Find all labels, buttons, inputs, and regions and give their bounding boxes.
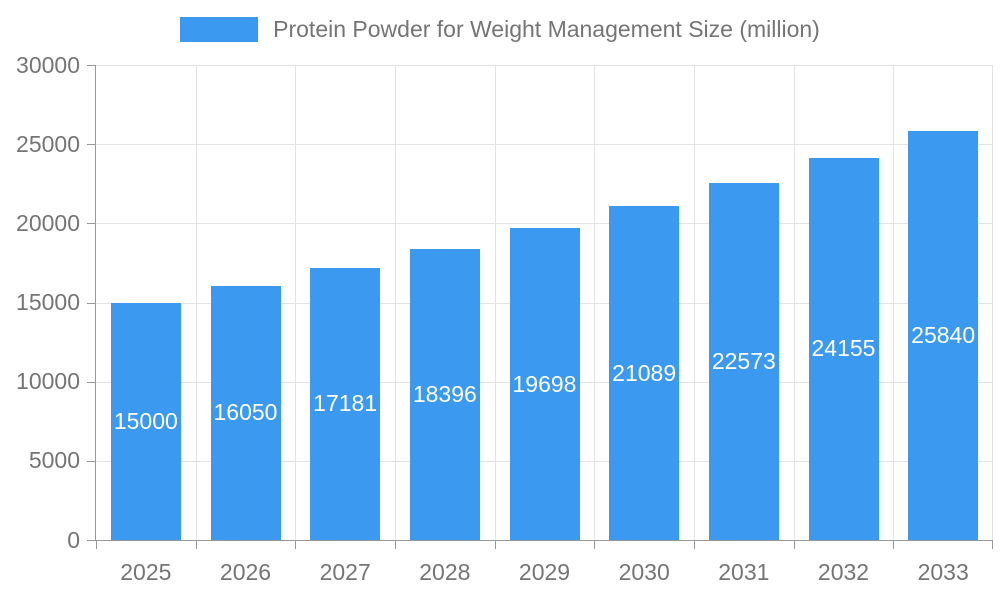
v-gridline: [494, 65, 496, 540]
bar-value-label: 18396: [412, 380, 477, 407]
v-gridline: [295, 65, 297, 540]
h-gridline: [96, 65, 993, 66]
x-axis-tick: [494, 540, 496, 549]
x-axis-category-label: 2032: [817, 559, 870, 585]
v-gridline: [694, 65, 695, 540]
y-axis-tick-label: 5000: [28, 447, 80, 474]
h-gridline: [96, 144, 993, 146]
v-gridline: [395, 65, 396, 540]
x-axis-category-label: 2027: [319, 559, 371, 585]
y-axis-tick-label: 0: [67, 526, 80, 553]
y-axis-tick-label: 25000: [16, 130, 80, 157]
bar-value-label: 19698: [512, 370, 577, 397]
y-axis-tick: [87, 540, 95, 541]
legend-label: Protein Powder for Weight Management Siz…: [273, 16, 820, 42]
bar-value-label: 24155: [811, 335, 876, 362]
bar-value-label: 21089: [612, 359, 677, 386]
bar-2025: 15000: [110, 302, 181, 540]
bar-2026: 16050: [210, 285, 281, 540]
x-axis-category-label: 2030: [618, 559, 670, 585]
x-axis-tick: [893, 540, 895, 549]
x-axis-tick: [295, 540, 297, 549]
v-gridline: [594, 65, 596, 540]
v-gridline: [893, 65, 895, 540]
bar-value-label: 25840: [911, 321, 976, 348]
x-axis-tick: [793, 540, 795, 549]
y-axis-tick: [87, 223, 95, 225]
y-axis-tick-label: 30000: [16, 51, 80, 78]
x-axis-tick: [195, 540, 197, 549]
y-axis-tick-label: 20000: [16, 209, 80, 236]
bar-2031: 22573: [708, 182, 779, 540]
x-axis-tick: [992, 540, 993, 549]
x-axis-category-label: 2031: [718, 559, 770, 585]
y-axis-tick-label: 10000: [16, 368, 80, 395]
x-axis-line: [95, 540, 993, 541]
bar-value-label: 15000: [113, 407, 178, 434]
bar-2029: 19698: [509, 228, 580, 540]
bar-2027: 17181: [310, 267, 381, 540]
v-gridline: [793, 65, 795, 540]
bar-2033: 25840: [908, 130, 979, 540]
plot-area: 0 5000 10000 15000 20000 25000 30000 15000 2025 1…: [16, 53, 993, 585]
x-axis-category-label: 2026: [219, 559, 272, 585]
x-axis-category-label: 2025: [120, 559, 172, 585]
y-axis-tick: [87, 302, 95, 304]
h-gridline: [96, 223, 993, 225]
y-axis-tick-label: 15000: [16, 289, 80, 315]
x-axis-category-label: 2028: [419, 559, 471, 585]
y-axis-tick: [87, 460, 95, 462]
bar-value-label: 16050: [213, 399, 278, 426]
y-axis-tick: [87, 65, 95, 66]
bar-2030: 21089: [609, 206, 680, 540]
x-axis-tick: [694, 540, 695, 549]
y-axis-tick: [87, 144, 95, 146]
x-axis-tick: [395, 540, 396, 549]
x-axis-category-label: 2033: [917, 559, 969, 585]
x-axis-tick: [594, 540, 596, 549]
x-axis-tick: [96, 540, 97, 549]
y-axis-line: [95, 65, 96, 540]
bar-value-label: 17181: [313, 390, 378, 417]
legend-swatch: [180, 16, 259, 42]
chart-legend[interactable]: Protein Powder for Weight Management Siz…: [0, 14, 1000, 44]
v-gridline: [195, 65, 197, 540]
bar-value-label: 22573: [711, 347, 776, 374]
v-gridline: [992, 65, 993, 540]
y-axis-tick: [87, 381, 95, 383]
bar-2028: 18396: [409, 248, 480, 540]
x-axis-category-label: 2029: [518, 559, 571, 585]
bar-2032: 24155: [808, 157, 879, 540]
